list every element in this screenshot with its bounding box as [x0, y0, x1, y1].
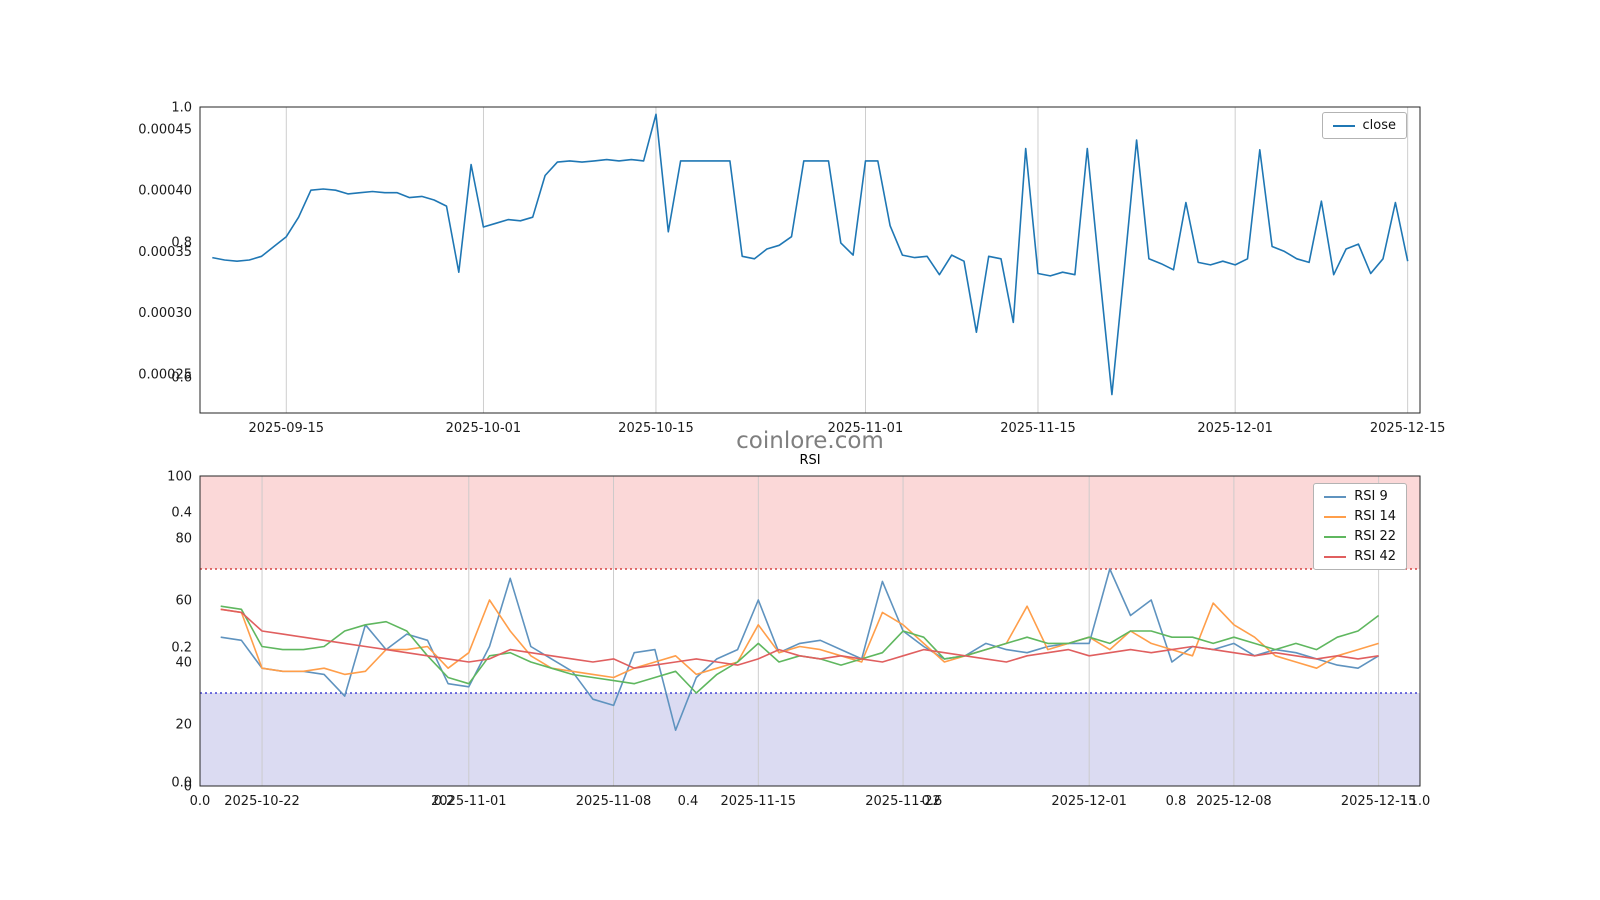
price-series-close: [212, 113, 1409, 396]
overlay-x-label: 0.2: [434, 794, 455, 809]
overlay-x-label: 0.8: [1166, 794, 1187, 809]
rsi-x-tick-label: 2025-12-01: [1051, 794, 1127, 809]
price-x-tick-label: 2025-09-15: [248, 421, 324, 436]
rsi-y-tick-label: 20: [175, 718, 192, 733]
rsi14-line-swatch: [1324, 515, 1347, 518]
rsi-y-tick-label: 60: [175, 594, 192, 609]
rsi-chart-title: RSI: [799, 453, 821, 468]
overlay-y-label: 1.0: [171, 101, 192, 116]
rsi-series-rsi9: [220, 568, 1380, 732]
rsi-band: [200, 693, 1420, 786]
price-x-tick-label: 2025-12-01: [1197, 421, 1273, 436]
rsi9-line-swatch: [1324, 495, 1347, 498]
overlay-x-label: 0.6: [922, 794, 943, 809]
rsi-band: [200, 476, 1420, 569]
price-x-tick-label: 2025-12-15: [1370, 421, 1446, 436]
price-y-tick-label: 0.00030: [138, 306, 192, 321]
overlay-x-label: 0.0: [190, 794, 211, 809]
rsi-x-tick-label: 2025-12-15: [1341, 794, 1417, 809]
legend-item-rsi42: RSI 42: [1324, 549, 1396, 564]
overlay-y-label: 0.2: [171, 641, 192, 656]
rsi-x-tick-label: 2025-12-08: [1196, 794, 1272, 809]
legend-item-close: close: [1332, 118, 1396, 133]
legend-label-rsi9: RSI 9: [1354, 489, 1388, 504]
rsi-frame: [199, 475, 1421, 787]
legend-label-rsi22: RSI 22: [1354, 529, 1396, 544]
rsi-x-tick-label: 2025-11-01: [431, 794, 507, 809]
rsi-y-tick-label: 100: [167, 470, 192, 485]
legend-label-rsi42: RSI 42: [1354, 549, 1396, 564]
rsi42-line-swatch: [1324, 555, 1347, 558]
legend-item-rsi14: RSI 14: [1324, 509, 1396, 524]
rsi-y-tick-label: 80: [175, 532, 192, 547]
price-x-tick-label: 2025-10-15: [618, 421, 694, 436]
rsi-y-tick-label: 40: [175, 656, 192, 671]
price-y-tick-label: 0.00035: [138, 245, 192, 260]
overlay-y-label: 0.6: [171, 371, 192, 386]
rsi-series-rsi14: [220, 599, 1379, 679]
legend-item-rsi9: RSI 9: [1324, 489, 1396, 504]
overlay-x-label: 0.4: [678, 794, 699, 809]
rsi-x-tick-label: 2025-11-08: [576, 794, 652, 809]
price-x-tick-label: 2025-11-01: [828, 421, 904, 436]
price-legend: close: [1321, 112, 1407, 139]
legend-label-close: close: [1362, 118, 1396, 133]
rsi-x-tick-label: 2025-11-22: [865, 794, 941, 809]
rsi-series-rsi42: [220, 608, 1379, 670]
price-x-tick-label: 2025-11-15: [1000, 421, 1076, 436]
rsi-x-tick-label: 2025-10-22: [224, 794, 300, 809]
price-x-tick-label: 2025-10-01: [446, 421, 522, 436]
overlay-x-label: 1.0: [1410, 794, 1431, 809]
close-line-swatch: [1332, 124, 1355, 127]
overlay-y-label: 0.8: [171, 236, 192, 251]
price-frame: [199, 106, 1421, 414]
rsi22-line-swatch: [1324, 535, 1347, 538]
legend-item-rsi22: RSI 22: [1324, 529, 1396, 544]
rsi-y-tick-label: 0: [184, 780, 192, 795]
price-y-tick-label: 0.00045: [138, 123, 192, 138]
watermark: coinlore.com: [736, 428, 884, 454]
overlay-y-label: 0.4: [171, 506, 192, 521]
rsi-legend: RSI 9 RSI 14 RSI 22 RSI 42: [1313, 483, 1407, 570]
rsi-x-tick-label: 2025-11-15: [721, 794, 797, 809]
overlay-y-label: 0.0: [171, 776, 192, 791]
price-y-tick-label: 0.00025: [138, 367, 192, 382]
price-y-tick-label: 0.00040: [138, 184, 192, 199]
legend-label-rsi14: RSI 14: [1354, 509, 1396, 524]
